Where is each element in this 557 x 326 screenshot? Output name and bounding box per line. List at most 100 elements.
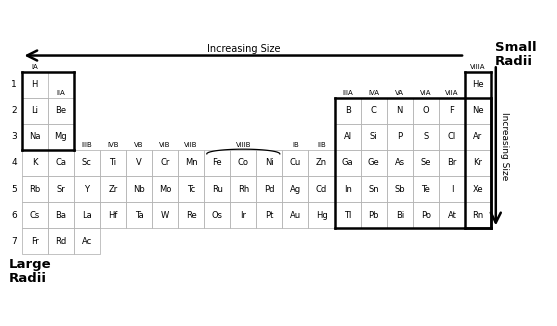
Bar bbox=[22, 228, 48, 254]
Text: VIIIB: VIIIB bbox=[236, 142, 251, 148]
Text: Pt: Pt bbox=[265, 211, 273, 220]
Text: Ta: Ta bbox=[135, 211, 143, 220]
Bar bbox=[465, 150, 491, 176]
Text: Ac: Ac bbox=[82, 237, 92, 246]
Text: Re: Re bbox=[185, 211, 197, 220]
Bar bbox=[439, 98, 465, 124]
Bar bbox=[204, 176, 230, 202]
Text: Cd: Cd bbox=[316, 185, 327, 194]
Text: Mo: Mo bbox=[159, 185, 171, 194]
Text: Pb: Pb bbox=[369, 211, 379, 220]
Bar bbox=[361, 150, 387, 176]
Bar bbox=[230, 150, 256, 176]
Text: At: At bbox=[447, 211, 456, 220]
Text: Ge: Ge bbox=[368, 158, 379, 168]
Bar bbox=[335, 202, 361, 228]
Text: Ti: Ti bbox=[109, 158, 116, 168]
Bar bbox=[126, 150, 152, 176]
Text: Ar: Ar bbox=[473, 132, 483, 141]
Text: VIB: VIB bbox=[159, 142, 171, 148]
Bar bbox=[439, 176, 465, 202]
Text: Si: Si bbox=[370, 132, 378, 141]
Bar bbox=[387, 150, 413, 176]
Bar bbox=[74, 202, 100, 228]
Text: As: As bbox=[395, 158, 405, 168]
Bar bbox=[100, 150, 126, 176]
Bar bbox=[178, 150, 204, 176]
Text: La: La bbox=[82, 211, 92, 220]
Text: Rb: Rb bbox=[29, 185, 40, 194]
Text: Ni: Ni bbox=[265, 158, 273, 168]
Text: Zr: Zr bbox=[108, 185, 118, 194]
Text: 5: 5 bbox=[11, 185, 17, 194]
Text: Br: Br bbox=[447, 158, 457, 168]
Text: Bi: Bi bbox=[395, 211, 404, 220]
Text: F: F bbox=[449, 106, 455, 115]
Text: Au: Au bbox=[290, 211, 301, 220]
Bar bbox=[282, 176, 309, 202]
Bar bbox=[74, 176, 100, 202]
Bar bbox=[22, 150, 48, 176]
Bar bbox=[309, 150, 335, 176]
Bar bbox=[361, 124, 387, 150]
Text: V: V bbox=[136, 158, 142, 168]
Text: 4: 4 bbox=[12, 158, 17, 168]
Bar bbox=[387, 176, 413, 202]
Text: S: S bbox=[423, 132, 428, 141]
Text: C: C bbox=[371, 106, 377, 115]
Text: IB: IB bbox=[292, 142, 299, 148]
Text: B: B bbox=[345, 106, 350, 115]
Bar bbox=[387, 98, 413, 124]
Text: VIIIA: VIIIA bbox=[470, 64, 486, 70]
Text: Zn: Zn bbox=[316, 158, 327, 168]
Bar bbox=[74, 150, 100, 176]
Bar bbox=[48, 150, 74, 176]
Text: K: K bbox=[32, 158, 37, 168]
Text: Kr: Kr bbox=[473, 158, 482, 168]
Text: Fe: Fe bbox=[212, 158, 222, 168]
Bar bbox=[413, 202, 439, 228]
Text: I: I bbox=[451, 185, 453, 194]
Text: Os: Os bbox=[212, 211, 223, 220]
Bar bbox=[335, 176, 361, 202]
Text: IIA: IIA bbox=[56, 90, 65, 96]
Text: Sc: Sc bbox=[82, 158, 92, 168]
Text: 2: 2 bbox=[12, 106, 17, 115]
Text: P: P bbox=[397, 132, 402, 141]
Text: IIB: IIB bbox=[317, 142, 326, 148]
Bar bbox=[100, 176, 126, 202]
Bar bbox=[413, 150, 439, 176]
Bar bbox=[22, 98, 48, 124]
Text: Po: Po bbox=[421, 211, 431, 220]
Text: Sr: Sr bbox=[56, 185, 65, 194]
Bar bbox=[126, 202, 152, 228]
Text: VIA: VIA bbox=[420, 90, 432, 96]
Bar bbox=[48, 98, 74, 124]
Text: Pd: Pd bbox=[264, 185, 275, 194]
Text: In: In bbox=[344, 185, 351, 194]
Bar bbox=[22, 202, 48, 228]
Text: Ag: Ag bbox=[290, 185, 301, 194]
Text: Sn: Sn bbox=[368, 185, 379, 194]
Bar bbox=[100, 202, 126, 228]
Text: Ca: Ca bbox=[55, 158, 66, 168]
Text: Hg: Hg bbox=[316, 211, 328, 220]
Bar bbox=[282, 150, 309, 176]
Bar bbox=[413, 176, 439, 202]
Text: Mn: Mn bbox=[185, 158, 197, 168]
Text: Be: Be bbox=[55, 106, 66, 115]
Text: O: O bbox=[423, 106, 429, 115]
Bar bbox=[282, 202, 309, 228]
Bar bbox=[230, 202, 256, 228]
Bar bbox=[465, 72, 491, 98]
Text: Al: Al bbox=[344, 132, 351, 141]
Text: Ga: Ga bbox=[342, 158, 354, 168]
Bar bbox=[22, 72, 48, 98]
Text: Rh: Rh bbox=[238, 185, 249, 194]
Bar bbox=[74, 228, 100, 254]
Text: Small
Radii: Small Radii bbox=[495, 41, 536, 68]
Bar bbox=[413, 124, 439, 150]
Bar bbox=[439, 202, 465, 228]
Bar bbox=[465, 98, 491, 124]
Text: IIIB: IIIB bbox=[81, 142, 92, 148]
